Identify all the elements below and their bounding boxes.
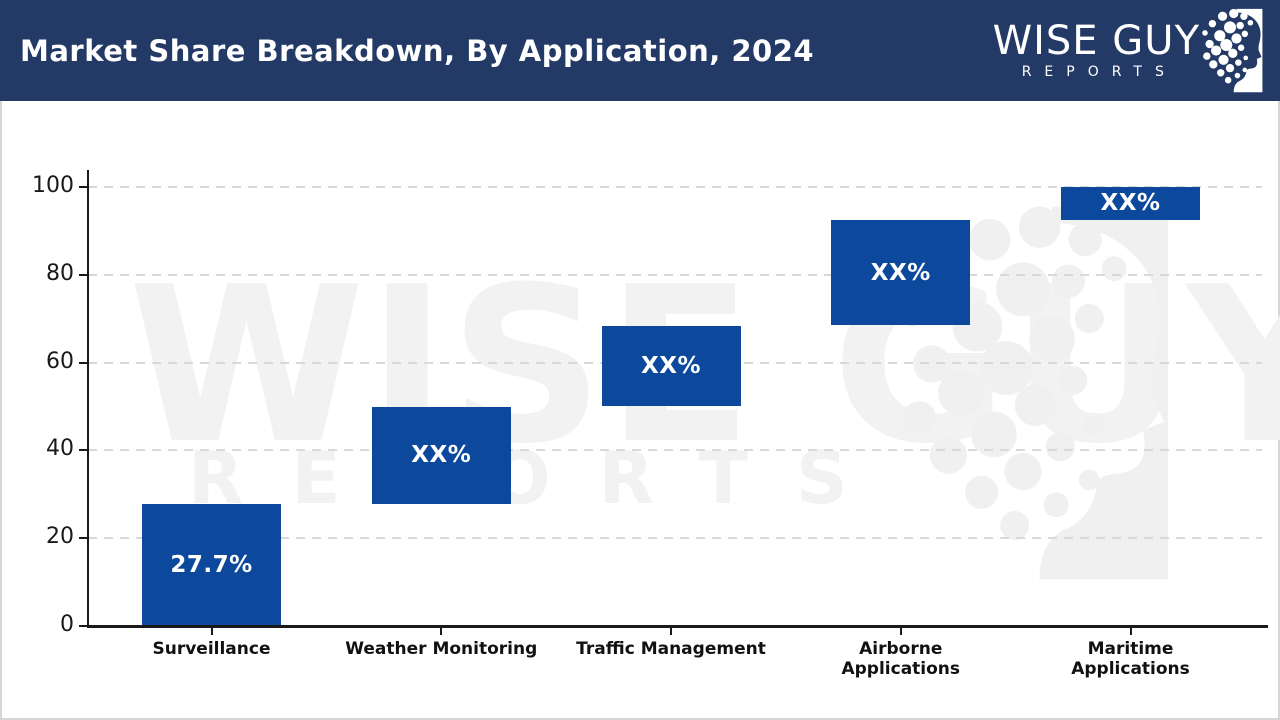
gridline-y-20 [88,537,1262,540]
logo-text: WISE GUY REPORTS [993,21,1200,80]
bar-value-label: XX% [870,259,931,286]
logo-reports-label: REPORTS [1021,64,1177,80]
y-tick-mark-0 [79,625,87,627]
gridline-y-100 [88,186,1262,188]
y-tick-mark-40 [79,449,87,452]
header-band: Market Share Breakdown, By Application, … [0,0,1280,101]
wise-guy-reports-logo: WISE GUY REPORTS [993,7,1280,95]
y-tick-label-40: 40 [46,436,74,462]
y-tick-label-60: 60 [46,348,74,374]
bar-maritime-applications: XX% [1061,187,1200,220]
gridline-y-40 [88,449,1262,452]
x-tick-mark-4 [1129,628,1132,635]
x-tick-mark-2 [670,628,672,635]
x-tick-label-surveillance: Surveillance [152,639,271,659]
x-tick-label-airborne-applications: Airborne Applications [841,639,961,679]
y-tick-mark-80 [79,273,87,276]
watermark-head-dots-icon [898,206,1168,580]
chart-plot-area: 27.7% XX% XX% XX% XX% [88,170,1262,626]
bar-value-label: XX% [640,353,701,380]
logo-head-dots-icon [1202,8,1263,92]
y-tick-mark-20 [79,537,87,540]
page-title: Market Share Breakdown, By Application, … [20,33,815,68]
x-tick-mark-3 [899,628,902,635]
x-axis-line [87,625,1268,628]
y-tick-mark-100 [79,186,87,188]
bar-airborne-applications: XX% [831,219,971,326]
bar-traffic-management: XX% [601,326,741,407]
logo-wiseguy-label: WISE GUY [992,18,1200,64]
x-tick-label-maritime-applications: Maritime Applications [1071,639,1190,679]
y-tick-label-0: 0 [60,612,74,637]
x-tick-label-traffic-management: Traffic Management [576,639,766,659]
x-tick-label-weather-monitoring: Weather Monitoring [345,639,538,659]
x-tick-mark-1 [440,628,443,635]
bar-value-label: 27.7% [170,552,253,579]
y-tick-label-100: 100 [32,173,74,198]
bar-weather-monitoring: XX% [371,406,511,505]
y-tick-mark-60 [79,361,87,364]
gridline-y-80 [88,273,1262,276]
bar-value-label: XX% [411,442,472,469]
bar-surveillance: 27.7% [142,504,281,626]
y-axis-line [87,170,89,627]
y-tick-label-20: 20 [46,524,74,550]
x-tick-mark-0 [210,628,213,635]
y-tick-label-80: 80 [46,260,74,286]
bar-value-label: XX% [1100,190,1161,217]
